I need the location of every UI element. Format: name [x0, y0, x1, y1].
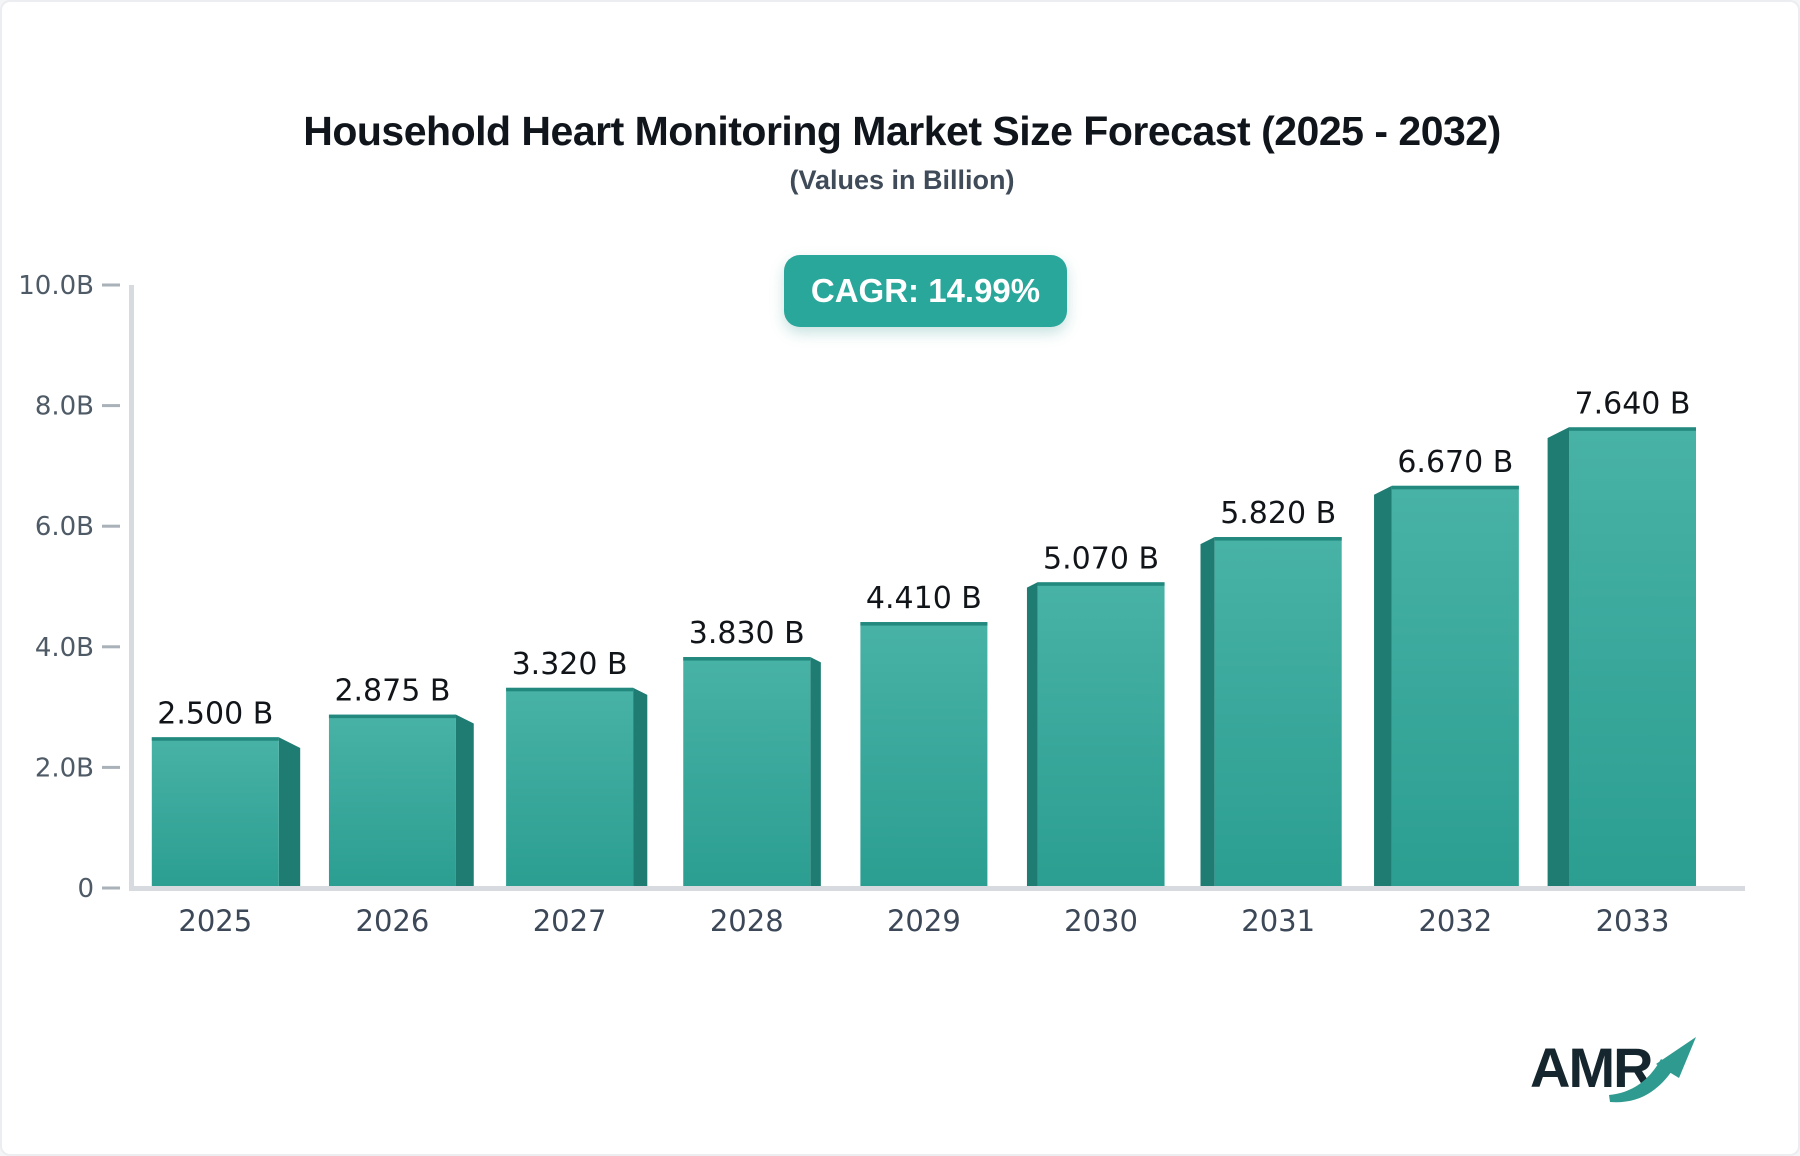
- bar-value-label: 2.875 B: [334, 674, 450, 709]
- y-tick: [102, 524, 120, 528]
- bar-2025: [151, 737, 279, 888]
- bar-2032: [1391, 485, 1519, 888]
- x-tick-label: 2029: [887, 904, 961, 938]
- amr-logo: AMR: [1530, 1032, 1750, 1116]
- cagr-badge: CAGR: 14.99%: [784, 255, 1067, 327]
- bar-cap-2031: [1214, 537, 1342, 541]
- y-tick-label: 4.0B: [35, 633, 94, 663]
- bar-side-2032: [1374, 485, 1392, 888]
- y-tick-label: 6.0B: [35, 512, 94, 542]
- x-tick-label: 2032: [1418, 904, 1492, 938]
- x-axis-line: [129, 886, 1745, 891]
- bar-value-label: 3.830 B: [689, 616, 805, 651]
- bars-group: 2.500 B 2.875 B 3.320 B 3.830 B 4.410 B 5.070…: [151, 386, 1696, 888]
- y-axis-line: [129, 285, 134, 888]
- bar-side-2026: [455, 714, 474, 888]
- bar-cap-2027: [506, 687, 634, 692]
- bar-2031: [1214, 537, 1342, 888]
- bar-2027: [506, 687, 634, 888]
- x-tick-label: 2028: [710, 904, 784, 938]
- bar-cap-2032: [1391, 485, 1519, 490]
- x-tick-label: 2026: [356, 904, 430, 938]
- bar-cap-2029: [860, 622, 988, 626]
- y-tick-label: 0: [77, 874, 94, 904]
- y-tick: [102, 765, 120, 769]
- x-axis-labels: 2025 2026 2027 2028 2029 2030 2031 2032 2033: [178, 904, 1669, 938]
- bar-side-2030: [1026, 582, 1038, 888]
- y-tick-label: 2.0B: [35, 753, 94, 783]
- bar-cap-2026: [328, 714, 456, 719]
- y-tick-label: 8.0B: [35, 392, 94, 422]
- x-tick-label: 2033: [1596, 904, 1670, 938]
- bar-2033: [1569, 427, 1696, 888]
- bar-side-2028: [810, 657, 821, 888]
- bar-2026: [328, 714, 456, 888]
- x-tick-label: 2031: [1241, 904, 1315, 938]
- bar-2030: [1037, 582, 1165, 888]
- chart-subtitle: (Values in Billion): [789, 165, 1015, 195]
- page-title: Household Heart Monitoring Market Size F…: [303, 108, 1501, 154]
- bar-value-label: 6.670 B: [1397, 445, 1513, 480]
- bar-side-2025: [278, 737, 301, 888]
- y-tick-label: 10.0B: [18, 271, 94, 301]
- y-axis: 10.0B 8.0B 6.0B 4.0B 2.0B 0: [18, 271, 134, 904]
- bar-value-label: 4.410 B: [866, 581, 982, 616]
- bar-2028: [683, 657, 811, 888]
- bar-cap-2025: [151, 737, 279, 741]
- bar-cap-2033: [1569, 427, 1696, 431]
- y-tick: [102, 886, 120, 890]
- bar-2029: [860, 622, 988, 888]
- bar-value-label: 2.500 B: [157, 696, 273, 731]
- amr-logo-text: AMR: [1530, 1036, 1654, 1099]
- bar-value-label: 3.320 B: [512, 647, 628, 682]
- x-axis: [129, 886, 1745, 891]
- bar-cap-2030: [1037, 582, 1165, 586]
- x-tick-label: 2030: [1064, 904, 1138, 938]
- bar-side-2033: [1547, 427, 1569, 888]
- bar-cap-2028: [683, 657, 811, 661]
- x-tick-label: 2025: [178, 904, 252, 938]
- bar-side-2031: [1200, 537, 1215, 888]
- bar-side-2027: [633, 687, 648, 888]
- bar-value-label: 5.820 B: [1220, 496, 1336, 531]
- y-tick: [102, 283, 120, 287]
- growth-arrow-icon: [1609, 1037, 1696, 1103]
- y-tick: [102, 645, 120, 649]
- bar-value-label: 5.070 B: [1043, 541, 1159, 576]
- y-tick: [102, 404, 120, 408]
- x-tick-label: 2027: [533, 904, 607, 938]
- bar-value-label: 7.640 B: [1574, 386, 1690, 421]
